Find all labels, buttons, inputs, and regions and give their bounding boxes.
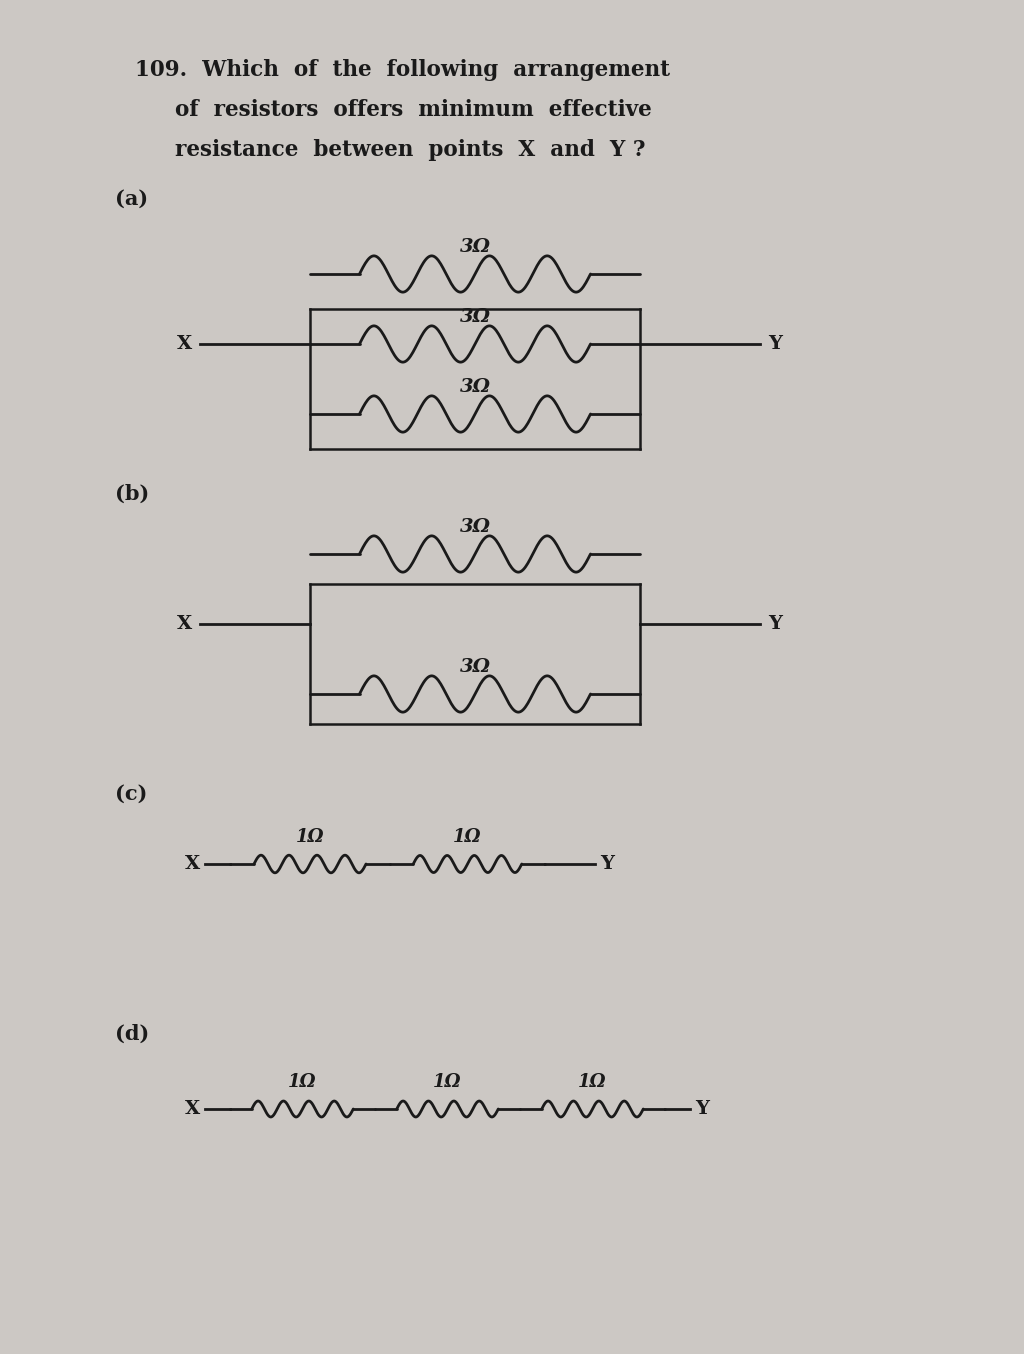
Text: X: X bbox=[184, 1099, 200, 1118]
Text: Y: Y bbox=[695, 1099, 709, 1118]
Text: 3Ω: 3Ω bbox=[460, 658, 490, 676]
Text: 1Ω: 1Ω bbox=[433, 1072, 462, 1091]
Text: (c): (c) bbox=[115, 784, 147, 804]
Text: X: X bbox=[177, 615, 193, 634]
Text: Y: Y bbox=[768, 334, 782, 353]
Text: 1Ω: 1Ω bbox=[288, 1072, 316, 1091]
Text: 1Ω: 1Ω bbox=[296, 829, 325, 846]
Text: (b): (b) bbox=[115, 483, 150, 504]
Text: 3Ω: 3Ω bbox=[460, 307, 490, 326]
Text: 1Ω: 1Ω bbox=[454, 829, 481, 846]
Text: Y: Y bbox=[768, 615, 782, 634]
Text: X: X bbox=[184, 854, 200, 873]
Text: Y: Y bbox=[600, 854, 614, 873]
Text: 109.  Which  of  the  following  arrangement: 109. Which of the following arrangement bbox=[135, 60, 670, 81]
Text: resistance  between  points  X  and  Y ?: resistance between points X and Y ? bbox=[175, 139, 645, 161]
Text: 3Ω: 3Ω bbox=[460, 378, 490, 395]
Text: (a): (a) bbox=[115, 190, 148, 209]
Text: 3Ω: 3Ω bbox=[460, 519, 490, 536]
Text: 3Ω: 3Ω bbox=[460, 238, 490, 256]
Text: (d): (d) bbox=[115, 1024, 150, 1044]
Text: of  resistors  offers  minimum  effective: of resistors offers minimum effective bbox=[175, 99, 651, 121]
Text: X: X bbox=[177, 334, 193, 353]
Text: 1Ω: 1Ω bbox=[579, 1072, 607, 1091]
